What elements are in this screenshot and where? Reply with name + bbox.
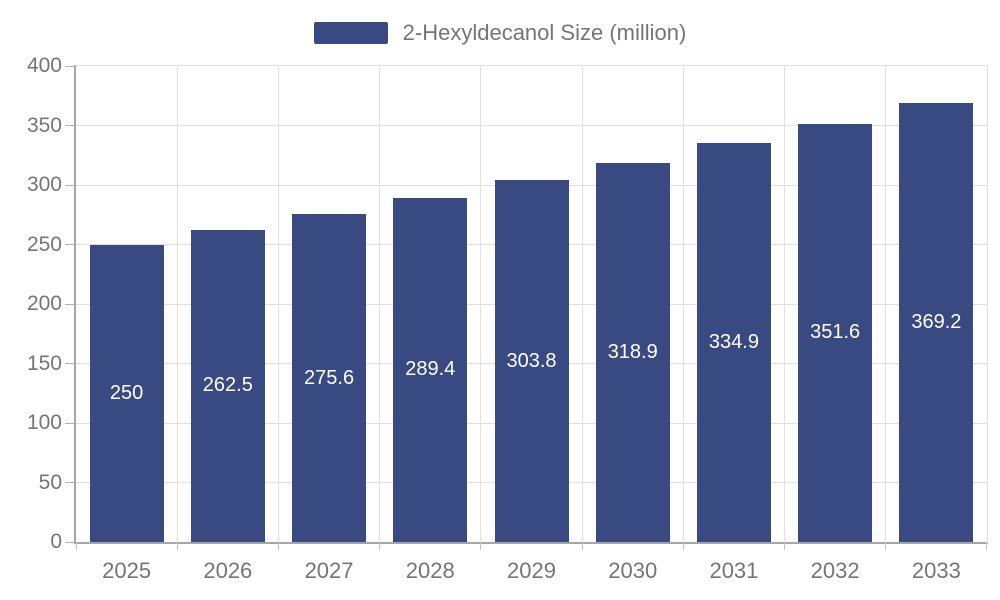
- legend[interactable]: 2-Hexyldecanol Size (million): [0, 20, 1000, 46]
- y-axis-tick: [65, 422, 74, 424]
- gridline-horizontal: [76, 125, 987, 126]
- x-axis-tick: [885, 542, 887, 550]
- bar-value-label: 275.6: [304, 366, 355, 389]
- y-axis-tick: [65, 482, 74, 483]
- bar[interactable]: 351.6: [798, 123, 873, 542]
- y-axis-tick: [65, 125, 74, 126]
- y-axis-label: 150: [26, 351, 62, 375]
- x-axis-tick: [75, 542, 77, 550]
- bar-value-label: 250: [109, 381, 144, 404]
- x-axis-tick: [480, 542, 482, 550]
- bar-value-label: 262.5: [202, 374, 253, 397]
- x-axis-tick: [581, 542, 583, 550]
- x-axis-label: 2027: [304, 558, 354, 583]
- x-axis-tick: [277, 542, 279, 550]
- x-axis-label: 2031: [709, 558, 759, 583]
- y-axis-label: 300: [26, 173, 62, 196]
- bar[interactable]: 369.2: [899, 102, 974, 542]
- legend-swatch: [313, 22, 388, 44]
- y-axis-tick: [65, 184, 74, 186]
- y-axis-label: 100: [26, 411, 62, 434]
- y-axis-tick: [65, 363, 74, 364]
- bar[interactable]: 303.8: [494, 180, 569, 542]
- y-axis-label: 350: [26, 113, 62, 137]
- x-axis-label: 2030: [608, 558, 658, 583]
- bar[interactable]: 334.9: [696, 143, 771, 542]
- legend-label: 2-Hexyldecanol Size (million): [402, 20, 687, 45]
- bar[interactable]: 262.5: [190, 229, 265, 542]
- bar[interactable]: 318.9: [595, 162, 670, 542]
- bar-value-label: 289.4: [405, 358, 456, 381]
- bar[interactable]: 250: [89, 244, 164, 542]
- gridline-vertical: [784, 66, 786, 542]
- y-axis-tick: [65, 244, 74, 245]
- bar-value-label: 303.8: [506, 349, 557, 372]
- x-axis-tick: [379, 542, 381, 550]
- gridline-vertical: [581, 66, 583, 542]
- x-axis-label: 2032: [810, 558, 860, 583]
- gridline-vertical: [277, 66, 279, 542]
- y-axis-label: 400: [26, 54, 62, 77]
- x-axis-label: 2033: [911, 558, 961, 583]
- bar-value-label: 369.2: [911, 310, 962, 333]
- y-axis-tick: [65, 65, 74, 67]
- gridline-vertical: [176, 66, 178, 542]
- y-axis-tick: [65, 541, 74, 543]
- gridline-vertical: [480, 66, 482, 542]
- bar[interactable]: 289.4: [393, 197, 468, 542]
- x-axis-tick: [985, 542, 987, 550]
- x-axis-label: 2029: [507, 558, 556, 583]
- y-axis-label: 250: [26, 232, 62, 256]
- x-axis-label: 2025: [102, 558, 152, 583]
- gridline-vertical: [885, 66, 887, 542]
- x-axis-tick: [682, 542, 684, 550]
- x-axis-tick: [784, 542, 786, 550]
- y-axis-label: 50: [38, 470, 62, 494]
- bar-value-label: 351.6: [810, 321, 861, 344]
- gridline-vertical: [682, 66, 684, 542]
- x-axis-tick: [176, 542, 178, 550]
- y-axis-label: 0: [50, 530, 62, 553]
- x-axis-label: 2028: [405, 558, 455, 583]
- x-axis-label: 2026: [203, 558, 253, 583]
- bar-value-label: 318.9: [607, 340, 658, 363]
- gridline-vertical: [379, 66, 381, 542]
- bar[interactable]: 275.6: [292, 214, 367, 542]
- bar-value-label: 334.9: [708, 331, 759, 354]
- y-axis-label: 200: [26, 292, 62, 315]
- y-axis-tick: [65, 303, 74, 305]
- plot-area: 0 50 100 150 200 250 300 350 400 250 2025 262.5 2026…: [27, 54, 988, 583]
